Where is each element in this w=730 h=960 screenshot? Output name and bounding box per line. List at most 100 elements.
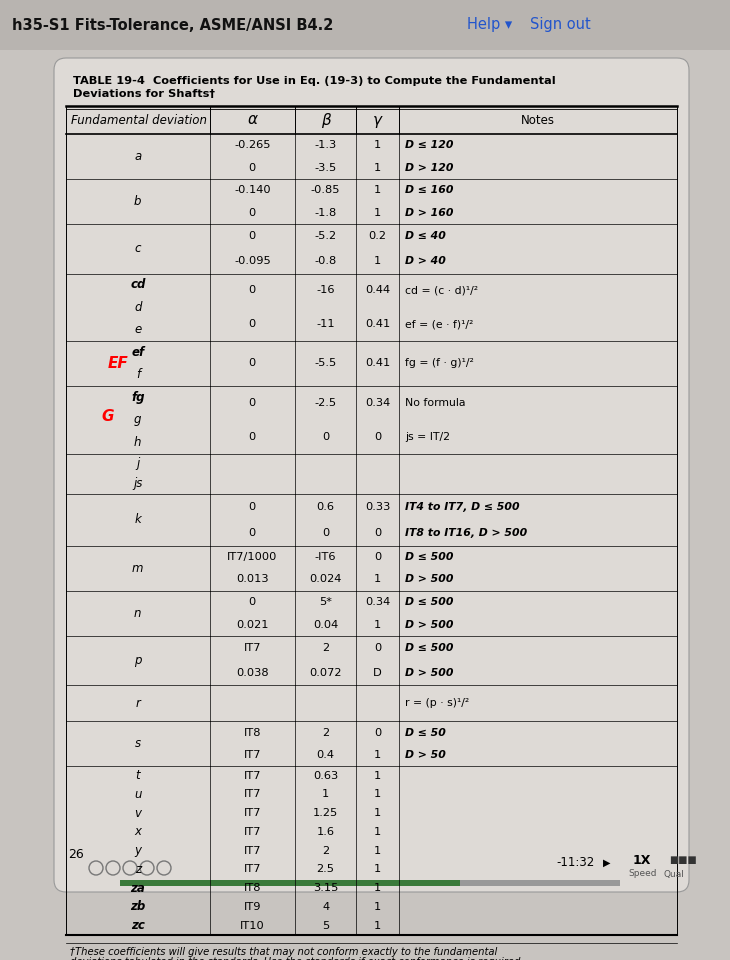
Text: n: n bbox=[134, 607, 142, 620]
Text: 0.4: 0.4 bbox=[317, 750, 334, 760]
Text: IT7: IT7 bbox=[244, 827, 261, 837]
Text: z: z bbox=[135, 863, 141, 876]
Text: g: g bbox=[134, 413, 142, 426]
Text: 0.038: 0.038 bbox=[236, 668, 269, 678]
Text: 0: 0 bbox=[249, 163, 256, 173]
Text: -11:32: -11:32 bbox=[556, 856, 594, 870]
Text: 5*: 5* bbox=[319, 597, 332, 607]
Text: 0: 0 bbox=[249, 597, 256, 607]
Text: 0.34: 0.34 bbox=[365, 597, 391, 607]
Text: r = (p · s)¹/²: r = (p · s)¹/² bbox=[405, 698, 469, 708]
Text: f: f bbox=[136, 369, 140, 381]
Text: IT7: IT7 bbox=[244, 789, 261, 800]
Text: zb: zb bbox=[130, 900, 145, 913]
Text: IT7: IT7 bbox=[244, 771, 261, 780]
Text: 1: 1 bbox=[374, 140, 381, 151]
Text: IT8 to IT16, D > 500: IT8 to IT16, D > 500 bbox=[405, 528, 527, 538]
Text: 0.44: 0.44 bbox=[365, 285, 390, 296]
Text: 1.6: 1.6 bbox=[317, 827, 334, 837]
Text: ▶: ▶ bbox=[603, 858, 610, 868]
Text: -5.2: -5.2 bbox=[315, 231, 337, 241]
Text: IT8: IT8 bbox=[244, 728, 261, 737]
Text: 0.04: 0.04 bbox=[313, 619, 338, 630]
Text: v: v bbox=[134, 806, 142, 820]
Text: 1: 1 bbox=[374, 574, 381, 585]
Text: 0: 0 bbox=[249, 207, 256, 218]
Text: y: y bbox=[134, 844, 142, 857]
Text: m: m bbox=[132, 562, 144, 575]
Text: D > 120: D > 120 bbox=[405, 163, 453, 173]
Text: -0.8: -0.8 bbox=[315, 256, 337, 266]
Text: D ≤ 500: D ≤ 500 bbox=[405, 597, 453, 607]
Text: fg: fg bbox=[131, 391, 145, 404]
Text: No formula: No formula bbox=[405, 397, 466, 408]
Text: h: h bbox=[134, 436, 142, 448]
Text: 0.021: 0.021 bbox=[236, 619, 269, 630]
Text: ef = (e · f)¹/²: ef = (e · f)¹/² bbox=[405, 319, 473, 329]
Text: D ≤ 50: D ≤ 50 bbox=[405, 728, 446, 737]
Text: -3.5: -3.5 bbox=[315, 163, 337, 173]
Text: β: β bbox=[320, 112, 331, 128]
Text: 1: 1 bbox=[374, 864, 381, 875]
Text: D ≤ 120: D ≤ 120 bbox=[405, 140, 453, 151]
Text: 0.013: 0.013 bbox=[236, 574, 269, 585]
Text: js = IT/2: js = IT/2 bbox=[405, 432, 450, 442]
Text: 5: 5 bbox=[322, 921, 329, 930]
Text: 0: 0 bbox=[249, 358, 256, 369]
Text: -IT6: -IT6 bbox=[315, 552, 337, 562]
Text: -0.095: -0.095 bbox=[234, 256, 271, 266]
Text: 0.41: 0.41 bbox=[365, 358, 391, 369]
Text: IT7: IT7 bbox=[244, 808, 261, 818]
Text: -0.85: -0.85 bbox=[311, 185, 340, 195]
Text: D ≤ 500: D ≤ 500 bbox=[405, 643, 453, 653]
Text: 0.072: 0.072 bbox=[310, 668, 342, 678]
Text: -0.140: -0.140 bbox=[234, 185, 271, 195]
Text: d: d bbox=[134, 300, 142, 314]
Text: 0: 0 bbox=[374, 432, 381, 442]
Text: IT9: IT9 bbox=[244, 901, 261, 912]
Text: r: r bbox=[135, 697, 140, 709]
Text: TABLE 19-4  Coefficients for Use in Eq. (19-3) to Compute the Fundamental: TABLE 19-4 Coefficients for Use in Eq. (… bbox=[73, 76, 556, 86]
Text: deviations tabulated in the standards. Use the standards if exact conformance is: deviations tabulated in the standards. U… bbox=[70, 957, 523, 960]
Text: D > 500: D > 500 bbox=[405, 619, 453, 630]
Text: D > 500: D > 500 bbox=[405, 668, 453, 678]
Text: G: G bbox=[101, 409, 113, 424]
FancyBboxPatch shape bbox=[54, 58, 689, 892]
Text: 1: 1 bbox=[374, 827, 381, 837]
Text: IT7: IT7 bbox=[244, 846, 261, 855]
Text: 1: 1 bbox=[374, 808, 381, 818]
Text: D ≤ 500: D ≤ 500 bbox=[405, 552, 453, 562]
Text: t: t bbox=[136, 769, 140, 782]
Text: u: u bbox=[134, 788, 142, 801]
Text: 2.5: 2.5 bbox=[317, 864, 334, 875]
Text: ■■■: ■■■ bbox=[669, 855, 696, 865]
Text: 0.6: 0.6 bbox=[317, 502, 334, 512]
Text: e: e bbox=[134, 324, 142, 336]
Text: 0: 0 bbox=[249, 231, 256, 241]
Text: γ: γ bbox=[373, 112, 382, 128]
Text: zc: zc bbox=[131, 919, 145, 932]
Text: 0.33: 0.33 bbox=[365, 502, 391, 512]
Text: c: c bbox=[134, 242, 141, 255]
Text: -1.8: -1.8 bbox=[315, 207, 337, 218]
Text: a: a bbox=[134, 150, 142, 163]
Text: fg = (f · g)¹/²: fg = (f · g)¹/² bbox=[405, 358, 474, 369]
Text: 1: 1 bbox=[374, 207, 381, 218]
Text: 3.15: 3.15 bbox=[313, 883, 339, 893]
Text: 2: 2 bbox=[322, 728, 329, 737]
Text: 0: 0 bbox=[322, 528, 329, 538]
Text: 2: 2 bbox=[322, 643, 329, 653]
Text: -0.265: -0.265 bbox=[234, 140, 271, 151]
Text: x: x bbox=[134, 826, 142, 838]
Text: D > 500: D > 500 bbox=[405, 574, 453, 585]
Text: 0: 0 bbox=[249, 502, 256, 512]
Text: †These coefficients will give results that may not conform exactly to the fundam: †These coefficients will give results th… bbox=[70, 947, 497, 957]
Text: j: j bbox=[137, 457, 139, 470]
Text: 1: 1 bbox=[374, 750, 381, 760]
Text: α: α bbox=[247, 112, 258, 128]
Text: 1: 1 bbox=[322, 789, 329, 800]
Text: 1.25: 1.25 bbox=[313, 808, 338, 818]
Text: Notes: Notes bbox=[521, 113, 555, 127]
Text: 1: 1 bbox=[374, 619, 381, 630]
Text: Help ▾: Help ▾ bbox=[467, 17, 512, 33]
